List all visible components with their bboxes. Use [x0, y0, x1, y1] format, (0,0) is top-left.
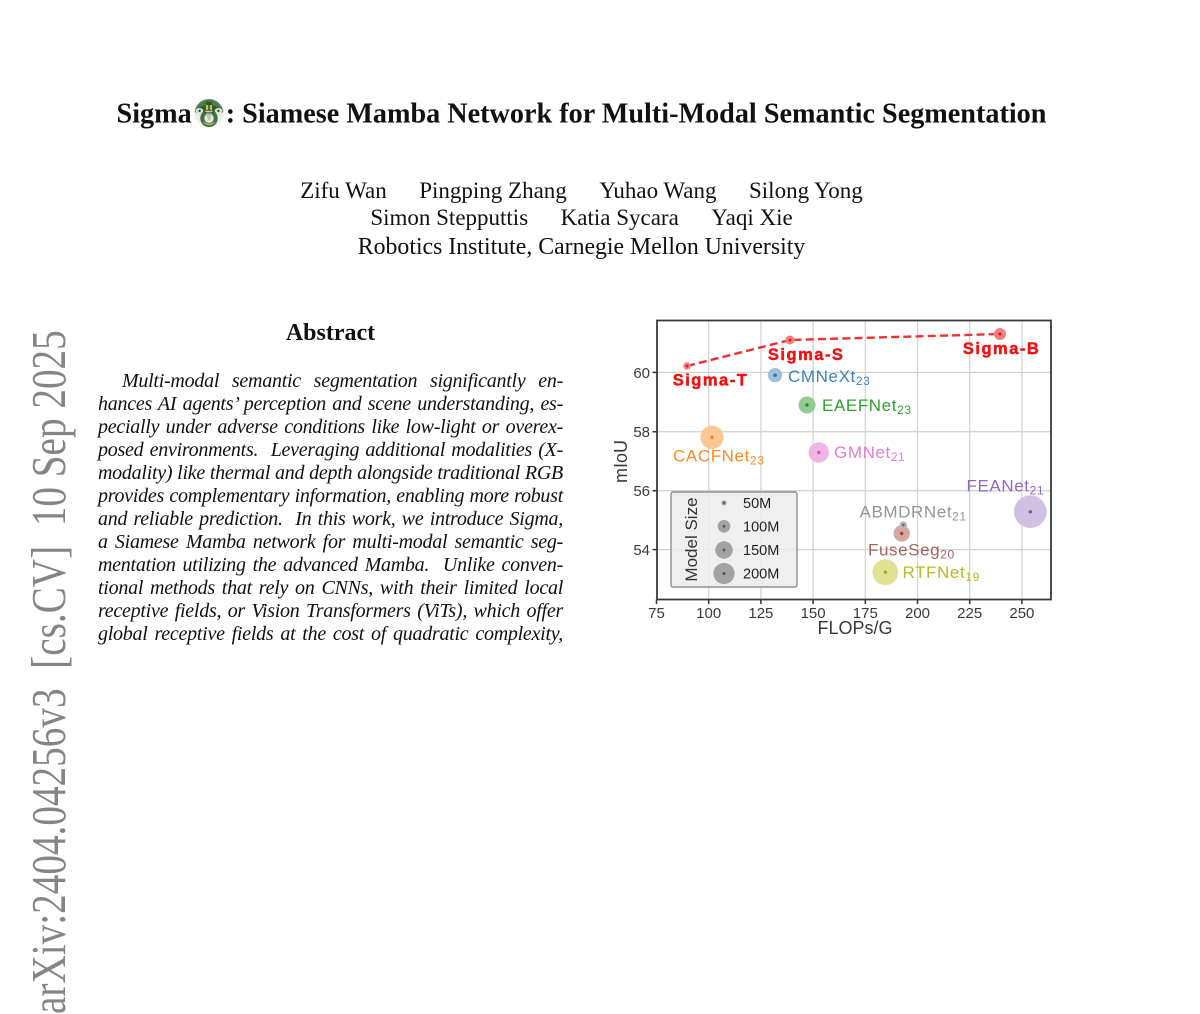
- svg-text:100M: 100M: [743, 519, 779, 535]
- svg-text:GMNet21: GMNet21: [834, 443, 905, 464]
- svg-text:54: 54: [633, 542, 650, 559]
- svg-text:FEANet21: FEANet21: [967, 477, 1045, 498]
- svg-text:175: 175: [853, 605, 878, 622]
- svg-text:Sigma-T: Sigma-T: [673, 371, 749, 389]
- svg-text:mIoU: mIoU: [611, 440, 631, 483]
- svg-text:CMNeXt23: CMNeXt23: [788, 367, 870, 388]
- svg-text:CACFNet23: CACFNet23: [673, 447, 765, 468]
- svg-text:150M: 150M: [743, 543, 779, 559]
- svg-text:125: 125: [748, 605, 773, 622]
- svg-text:FuseSeg20: FuseSeg20: [868, 541, 955, 562]
- svg-text:58: 58: [633, 424, 650, 441]
- svg-text:Sigma-S: Sigma-S: [768, 346, 845, 364]
- svg-text:100: 100: [696, 605, 721, 622]
- svg-text:200: 200: [905, 605, 930, 622]
- svg-text:250: 250: [1009, 605, 1034, 622]
- svg-text:75: 75: [648, 605, 665, 622]
- svg-text:50M: 50M: [743, 496, 771, 512]
- svg-text:225: 225: [957, 605, 982, 622]
- svg-text:200M: 200M: [743, 567, 779, 583]
- svg-text:EAEFNet23: EAEFNet23: [822, 396, 912, 417]
- svg-text:56: 56: [633, 483, 650, 500]
- svg-text:ABMDRNet21: ABMDRNet21: [860, 503, 967, 524]
- svg-text:RTFNet19: RTFNet19: [903, 563, 980, 584]
- svg-text:Model Size: Model Size: [682, 497, 701, 581]
- svg-text:FLOPs/G: FLOPs/G: [817, 618, 892, 638]
- svg-text:150: 150: [801, 605, 826, 622]
- svg-text:60: 60: [633, 365, 650, 382]
- svg-text:Sigma-B: Sigma-B: [963, 340, 1040, 358]
